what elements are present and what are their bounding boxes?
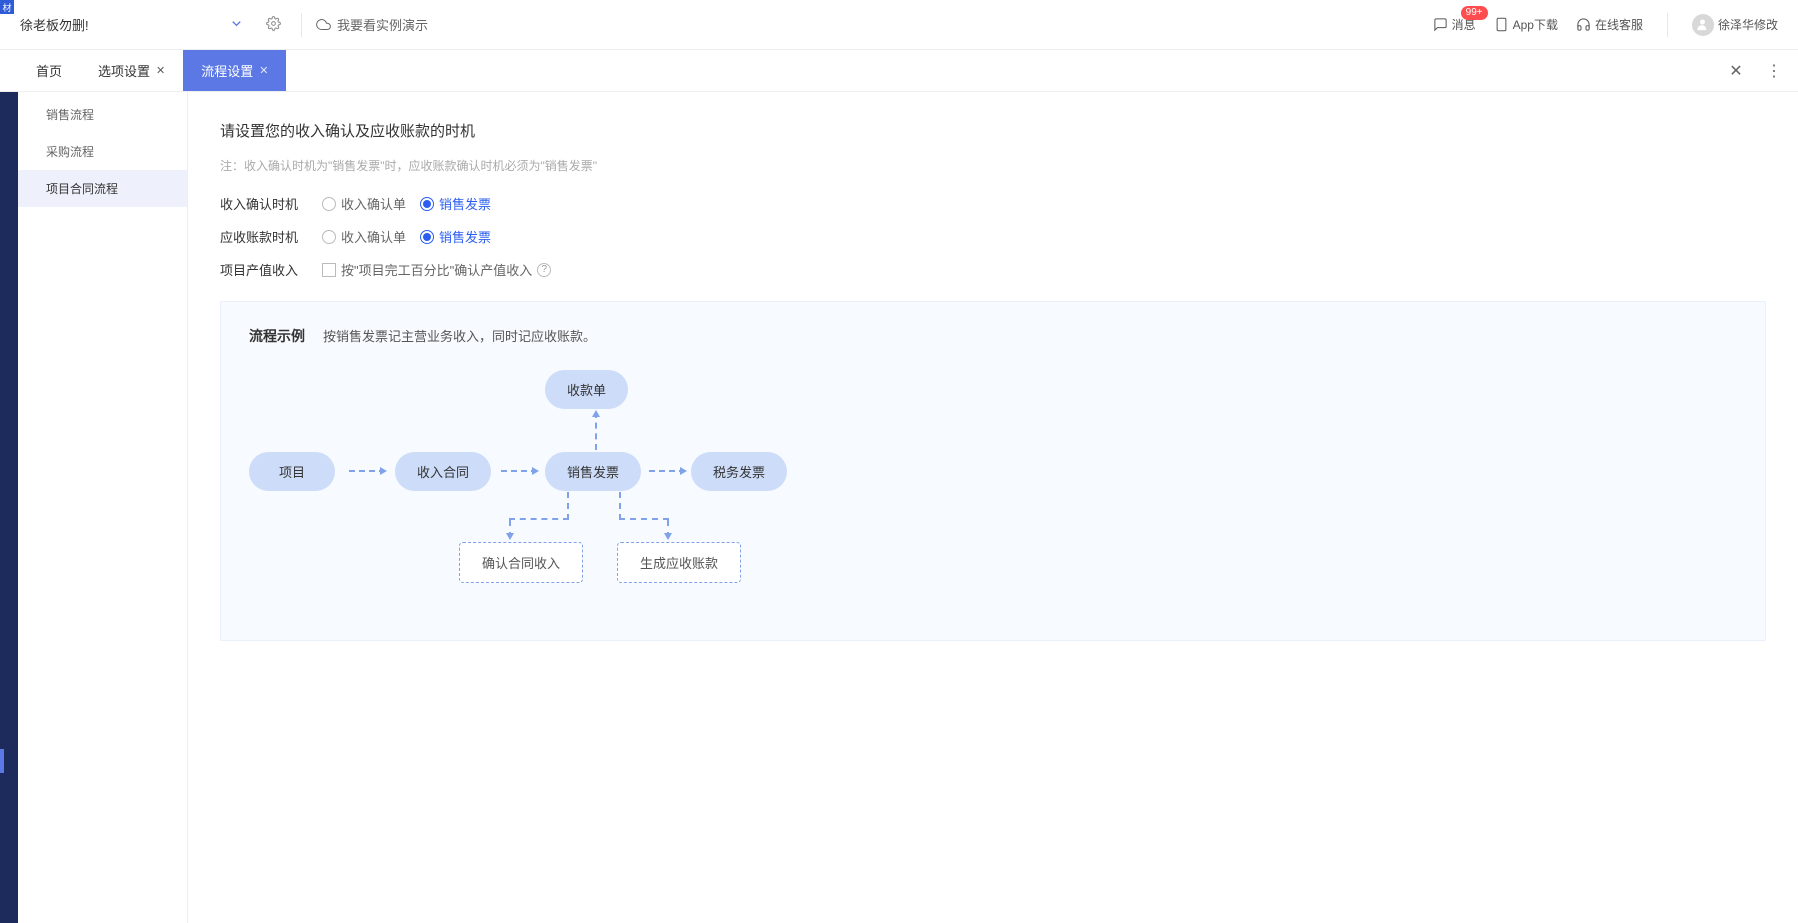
flow-node-tax-invoice: 税务发票 <box>691 452 787 491</box>
radio-label: 销售发票 <box>439 194 491 213</box>
radio-income-confirmation[interactable]: 收入确认单 <box>322 227 406 246</box>
radio-icon <box>322 230 336 244</box>
radio-income-confirmation[interactable]: 收入确认单 <box>322 194 406 213</box>
flow-node-receipt: 收款单 <box>545 370 628 409</box>
tab-process[interactable]: 流程设置 ✕ <box>183 50 286 91</box>
arrow-icon <box>509 520 511 538</box>
company-selector[interactable]: 徐老板勿删! <box>12 11 252 38</box>
content-area: 请设置您的收入确认及应收账款的时机 注：收入确认时机为"销售发票"时，应收账款确… <box>188 92 1798 923</box>
arrow-icon <box>501 470 537 472</box>
body: 销售流程 采购流程 项目合同流程 请设置您的收入确认及应收账款的时机 注：收入确… <box>0 92 1798 923</box>
form-label: 收入确认时机 <box>220 194 308 213</box>
form-label: 应收账款时机 <box>220 227 308 246</box>
left-nav-strip <box>0 92 18 923</box>
close-all-tabs[interactable]: ✕ <box>1722 61 1750 81</box>
side-item-label: 采购流程 <box>46 145 94 159</box>
settings-gear[interactable] <box>252 16 295 34</box>
more-tabs[interactable]: ⋮ <box>1760 61 1788 81</box>
messages-button[interactable]: 消息 99+ <box>1433 16 1476 33</box>
arrow-icon <box>667 520 669 538</box>
flow-node-income-contract: 收入合同 <box>395 452 491 491</box>
tab-label: 选项设置 <box>98 61 150 80</box>
side-item-sales[interactable]: 销售流程 <box>18 96 187 133</box>
form-row-income-timing: 收入确认时机 收入确认单 销售发票 <box>220 194 1766 213</box>
demo-link[interactable]: 我要看实例演示 <box>308 15 436 34</box>
online-service-button[interactable]: 在线客服 <box>1576 16 1643 33</box>
app-download-button[interactable]: App下载 <box>1494 16 1558 33</box>
company-name: 徐老板勿删! <box>20 15 89 34</box>
demo-link-label: 我要看实例演示 <box>337 15 428 34</box>
divider <box>301 13 302 37</box>
cloud-icon <box>316 17 331 32</box>
flow-node-project: 项目 <box>249 452 335 491</box>
divider <box>1667 13 1668 37</box>
tab-home[interactable]: 首页 <box>18 50 80 91</box>
arrow-icon <box>649 470 685 472</box>
checkbox-icon <box>322 263 336 277</box>
arrow-icon <box>349 470 385 472</box>
tab-options[interactable]: 选项设置 ✕ <box>80 50 183 91</box>
content-note: 注：收入确认时机为"销售发票"时，应收账款确认时机必须为"销售发票" <box>220 157 1766 174</box>
app-download-label: App下载 <box>1513 16 1558 33</box>
close-icon[interactable]: ✕ <box>156 64 165 77</box>
user-name-label: 徐泽华修改 <box>1718 16 1778 33</box>
side-item-label: 项目合同流程 <box>46 182 118 196</box>
arrow-icon <box>595 412 597 450</box>
flow-node-gen-receivable: 生成应收账款 <box>617 542 741 583</box>
radio-sales-invoice[interactable]: 销售发票 <box>420 194 491 213</box>
side-item-label: 销售流程 <box>46 108 94 122</box>
user-menu[interactable]: 徐泽华修改 <box>1692 14 1778 36</box>
arrow-elbow <box>619 492 669 520</box>
content-title: 请设置您的收入确认及应收账款的时机 <box>220 120 1766 141</box>
chevron-down-icon <box>229 16 244 34</box>
radio-icon <box>322 197 336 211</box>
tab-label: 首页 <box>36 61 62 80</box>
flow-header: 流程示例 按销售发票记主营业务收入，同时记应收账款。 <box>249 326 1737 346</box>
checkbox-percentage[interactable]: 按"项目完工百分比"确认产值收入 ? <box>322 260 551 279</box>
side-item-purchase[interactable]: 采购流程 <box>18 133 187 170</box>
help-icon[interactable]: ? <box>537 263 551 277</box>
strip-marker <box>0 749 4 773</box>
radio-label: 收入确认单 <box>341 194 406 213</box>
form-row-receivable-timing: 应收账款时机 收入确认单 销售发票 <box>220 227 1766 246</box>
brand-badge: 材 <box>0 0 14 14</box>
radio-label: 收入确认单 <box>341 227 406 246</box>
header-right: 消息 99+ App下载 在线客服 徐泽华修改 <box>1433 13 1786 37</box>
tab-label: 流程设置 <box>201 61 253 80</box>
gear-icon <box>266 16 281 31</box>
close-icon[interactable]: ✕ <box>259 64 268 77</box>
flow-diagram: 收款单 项目 收入合同 销售发票 税务发票 确认合同收入 生成应收账款 <box>249 370 1737 600</box>
side-panel: 销售流程 采购流程 项目合同流程 <box>18 92 188 923</box>
messages-badge: 99+ <box>1461 6 1488 20</box>
flow-title: 流程示例 <box>249 326 305 346</box>
message-icon <box>1433 17 1448 32</box>
flow-node-confirm-income: 确认合同收入 <box>459 542 583 583</box>
flow-panel: 流程示例 按销售发票记主营业务收入，同时记应收账款。 收款单 项目 收入合同 销… <box>220 301 1766 641</box>
tabs-actions: ✕ ⋮ <box>1722 50 1798 91</box>
form-label: 项目产值收入 <box>220 260 308 279</box>
flow-desc: 按销售发票记主营业务收入，同时记应收账款。 <box>323 326 596 345</box>
radio-icon <box>420 197 434 211</box>
radio-icon <box>420 230 434 244</box>
online-service-label: 在线客服 <box>1595 16 1643 33</box>
flow-node-sales-invoice: 销售发票 <box>545 452 641 491</box>
tabs-bar: 首页 选项设置 ✕ 流程设置 ✕ ✕ ⋮ <box>0 50 1798 92</box>
checkbox-label: 按"项目完工百分比"确认产值收入 <box>341 260 532 279</box>
arrow-elbow <box>509 492 569 520</box>
phone-icon <box>1494 17 1509 32</box>
radio-label: 销售发票 <box>439 227 491 246</box>
avatar-icon <box>1692 14 1714 36</box>
form-row-project-output: 项目产值收入 按"项目完工百分比"确认产值收入 ? <box>220 260 1766 279</box>
top-header: 材 徐老板勿删! 我要看实例演示 消息 99+ App下载 在线客服 <box>0 0 1798 50</box>
headset-icon <box>1576 17 1591 32</box>
side-item-project-contract[interactable]: 项目合同流程 <box>18 170 187 207</box>
radio-sales-invoice[interactable]: 销售发票 <box>420 227 491 246</box>
